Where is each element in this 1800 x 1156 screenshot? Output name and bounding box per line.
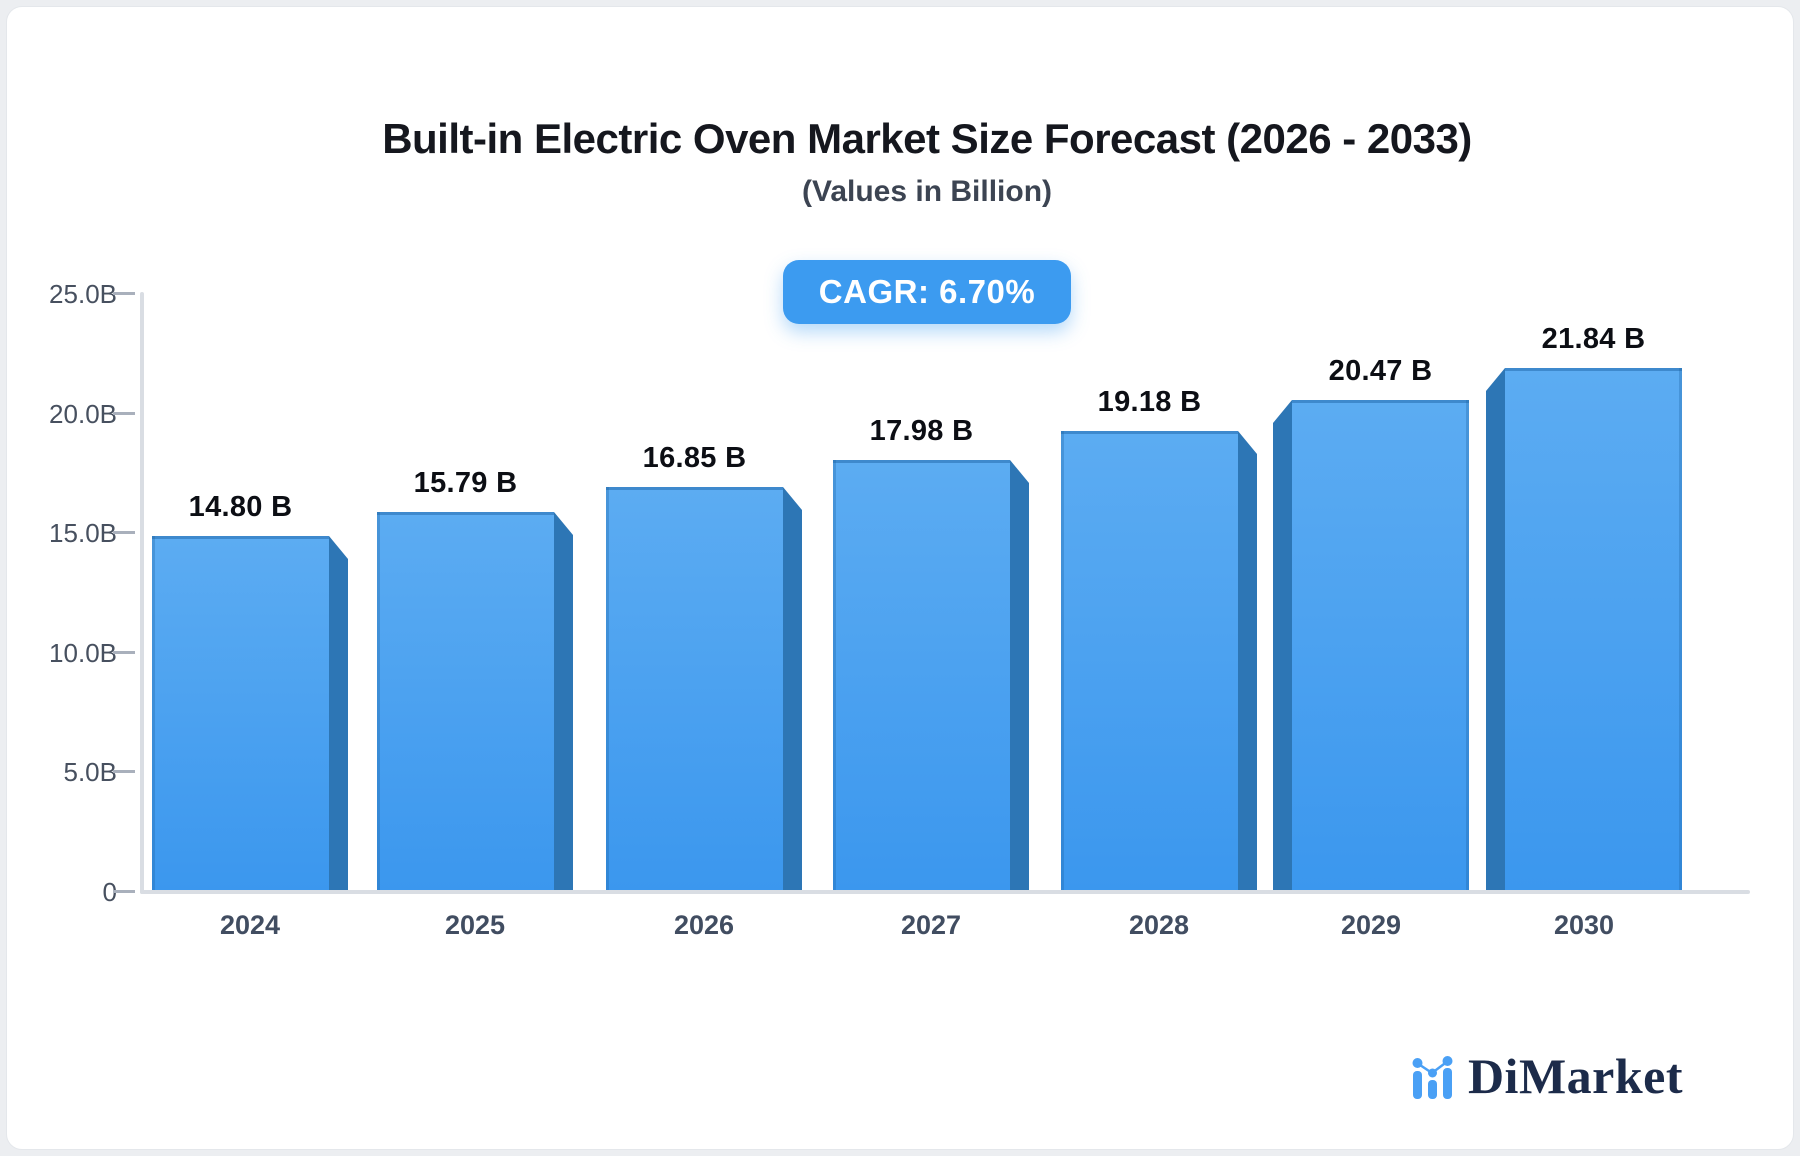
chart-title: Built-in Electric Oven Market Size Forec… bbox=[382, 115, 1472, 162]
bar-2026 bbox=[606, 487, 802, 890]
x-axis-line bbox=[140, 890, 1750, 894]
bar-value-label: 19.18 B bbox=[1097, 386, 1202, 418]
bar-side-shadow bbox=[1238, 454, 1257, 890]
y-tick-mark bbox=[113, 890, 135, 893]
bar-face bbox=[377, 512, 554, 890]
bar-face bbox=[606, 487, 783, 890]
bar-chart-logo-icon bbox=[1412, 1056, 1453, 1099]
bar-2025 bbox=[377, 512, 573, 890]
bar-side-shadow bbox=[1486, 391, 1505, 890]
y-tick-label: 10.0B bbox=[49, 637, 117, 668]
y-tick-label: 5.0B bbox=[63, 757, 118, 788]
bar-face bbox=[833, 460, 1010, 890]
bar-value-label: 15.79 B bbox=[413, 467, 518, 499]
bar-top-bevel bbox=[554, 512, 573, 535]
bar-side-shadow bbox=[329, 559, 348, 890]
cagr-badge-row: CAGR: 6.70% bbox=[102, 260, 1752, 324]
cagr-badge: CAGR: 6.70% bbox=[782, 260, 1072, 324]
y-axis-line bbox=[140, 292, 144, 894]
y-tick-label: 25.0B bbox=[49, 279, 117, 309]
bar-face bbox=[1061, 431, 1238, 890]
y-tick-label: 20.0B bbox=[49, 398, 117, 429]
bar-value-label: 20.47 B bbox=[1328, 355, 1433, 387]
bar-value-label: 17.98 B bbox=[869, 415, 974, 447]
bar-face bbox=[152, 536, 329, 890]
bar-value-label: 14.80 B bbox=[188, 491, 293, 523]
bar-top-bevel bbox=[1486, 368, 1505, 391]
y-tick-mark bbox=[113, 292, 135, 295]
bar-2030 bbox=[1486, 368, 1682, 890]
x-tick-label: 2030 bbox=[1553, 910, 1615, 940]
bar-2029 bbox=[1273, 400, 1469, 890]
bar-side-shadow bbox=[1273, 423, 1292, 890]
x-tick-label: 2029 bbox=[1340, 910, 1402, 940]
brand-logo: DiMarket bbox=[1410, 1047, 1683, 1105]
x-tick-label: 2024 bbox=[219, 910, 281, 940]
bar-top-bevel bbox=[783, 487, 802, 510]
bar-face bbox=[1292, 400, 1469, 890]
bar-value-label: 16.85 B bbox=[642, 442, 747, 474]
x-tick-label: 2025 bbox=[444, 910, 506, 940]
bar-top-bevel bbox=[1273, 400, 1292, 423]
y-tick-label: 0 bbox=[102, 877, 117, 907]
bar-value-label: 21.84 B bbox=[1541, 323, 1646, 355]
bar-2027 bbox=[833, 460, 1029, 890]
bar-2024 bbox=[152, 536, 348, 890]
bar-side-shadow bbox=[1010, 483, 1029, 890]
y-tick-label: 15.0B bbox=[49, 518, 117, 549]
chart-subtitle: (Values in Billion) bbox=[801, 175, 1053, 208]
bar-top-bevel bbox=[1010, 460, 1029, 483]
bar-face bbox=[1505, 368, 1682, 890]
bar-chart-plot: 25.0B 20.0B 15.0B 10.0B 5.0B 0 14.80 B 2024 15.7… bbox=[7, 7, 1800, 1151]
chart-card: Built-in Electric Oven Market Size Forec… bbox=[6, 6, 1794, 1150]
brand-logo-text: DiMarket bbox=[1467, 1048, 1683, 1104]
y-tick-mark bbox=[113, 650, 135, 654]
x-tick-label: 2027 bbox=[900, 910, 962, 940]
bar-top-bevel bbox=[329, 536, 348, 559]
y-tick-mark bbox=[113, 770, 135, 774]
x-tick-label: 2028 bbox=[1128, 910, 1190, 940]
y-tick-mark bbox=[113, 411, 135, 415]
bar-top-bevel bbox=[1238, 431, 1257, 454]
bar-side-shadow bbox=[783, 510, 802, 890]
bar-side-shadow bbox=[554, 535, 573, 890]
bar-2028 bbox=[1061, 431, 1257, 890]
y-tick-mark bbox=[113, 531, 135, 535]
x-tick-label: 2026 bbox=[673, 910, 735, 940]
